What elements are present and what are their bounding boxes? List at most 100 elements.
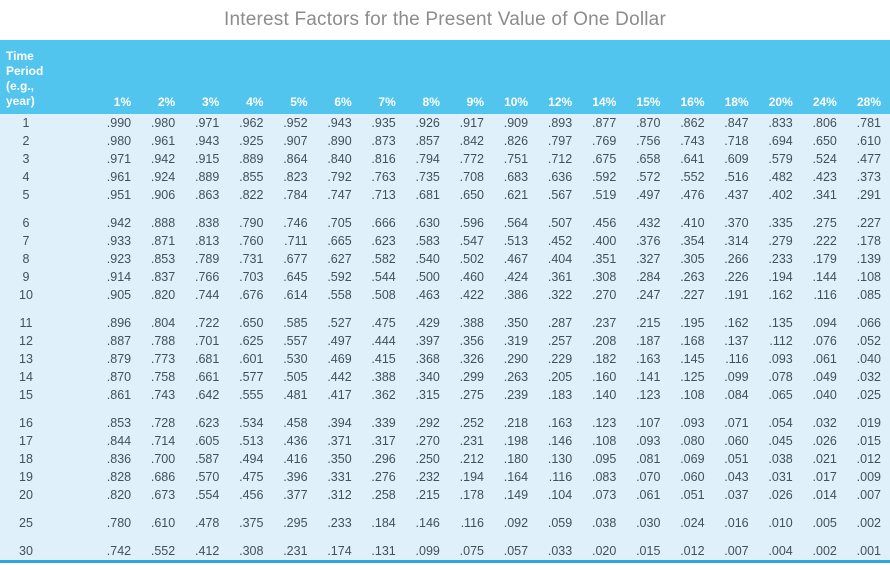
factor-cell: .700 [140, 450, 185, 468]
factor-cell: .094 [801, 314, 846, 332]
factor-cell: .227 [845, 214, 890, 232]
period-cell: 25 [0, 514, 96, 532]
factor-cell: .149 [492, 486, 538, 504]
factor-cell: .889 [228, 150, 273, 168]
factor-cell: .071 [713, 414, 758, 432]
factor-cell: .388 [448, 314, 493, 332]
factor-cell: .961 [140, 132, 185, 150]
factor-cell: .564 [492, 214, 538, 232]
factor-cell: .609 [713, 150, 758, 168]
factor-cell: .475 [360, 314, 405, 332]
factor-cell: .024 [669, 514, 714, 532]
factor-cell: .870 [96, 368, 141, 386]
factor-cell: .614 [272, 286, 317, 304]
factor-cell: .961 [96, 168, 141, 186]
factor-cell: .713 [360, 186, 405, 204]
factor-cell: .315 [404, 386, 449, 404]
factor-cell: .429 [404, 314, 449, 332]
factor-cell: .870 [625, 114, 670, 132]
factor-cell: .038 [757, 450, 802, 468]
factor-cell: .887 [96, 332, 141, 350]
factor-cell: .108 [581, 432, 626, 450]
group-spacer-row [0, 204, 890, 214]
factor-cell: .394 [316, 414, 361, 432]
period-cell: 2 [0, 132, 96, 150]
factor-cell: .423 [801, 168, 846, 186]
table-row: 17.844.714.605.513.436.371.317.270.231.1… [0, 432, 890, 450]
factor-cell: .554 [184, 486, 229, 504]
factor-cell: .926 [404, 114, 449, 132]
factor-cell: .226 [713, 268, 758, 286]
factor-cell: .820 [96, 486, 141, 504]
factor-cell: .247 [625, 286, 670, 304]
factor-cell: .030 [625, 514, 670, 532]
factor-cell: .081 [625, 450, 670, 468]
factor-cell: .583 [404, 232, 449, 250]
factor-cell: .456 [581, 214, 626, 232]
period-cell: 30 [0, 542, 96, 560]
factor-cell: .388 [360, 368, 405, 386]
column-header-rate: 8% [404, 40, 449, 114]
factor-cell: .905 [96, 286, 141, 304]
period-value: 13 [19, 352, 33, 366]
period-value: 12 [19, 334, 33, 348]
factor-cell: .296 [360, 450, 405, 468]
factor-cell: .497 [625, 186, 670, 204]
period-cell: 17 [0, 432, 96, 450]
factor-cell: .694 [757, 132, 802, 150]
factor-cell: .076 [801, 332, 846, 350]
group-spacer-cell [0, 532, 890, 542]
factor-cell: .424 [492, 268, 538, 286]
factor-cell: .896 [96, 314, 141, 332]
factor-cell: .069 [669, 450, 714, 468]
factor-cell: .012 [669, 542, 714, 560]
factor-cell: .299 [448, 368, 493, 386]
factor-cell: .889 [184, 168, 229, 186]
factor-cell: .683 [492, 168, 538, 186]
factor-cell: .373 [845, 168, 890, 186]
factor-cell: .015 [625, 542, 670, 560]
factor-cell: .758 [140, 368, 185, 386]
factor-cell: .146 [404, 514, 449, 532]
factor-cell: .458 [272, 414, 317, 432]
factor-cell: .287 [537, 314, 582, 332]
factor-cell: .370 [713, 214, 758, 232]
factor-cell: .708 [448, 168, 493, 186]
period-cell: 19 [0, 468, 96, 486]
factor-cell: .747 [316, 186, 361, 204]
factor-cell: .402 [757, 186, 802, 204]
period-cell: 14 [0, 368, 96, 386]
factor-cell: .552 [140, 542, 185, 560]
factor-cell: .797 [537, 132, 582, 150]
table-row: 1 .990.980.971.962.952.943.935.926.917.90… [0, 114, 890, 132]
factor-cell: .007 [845, 486, 890, 504]
factor-cell: .524 [801, 150, 846, 168]
factor-cell: .037 [713, 486, 758, 504]
factor-cell: .516 [713, 168, 758, 186]
period-value: 17 [19, 434, 33, 448]
factor-cell: .180 [492, 450, 538, 468]
factor-cell: .292 [404, 414, 449, 432]
factor-cell: .361 [537, 268, 582, 286]
factor-cell: .026 [801, 432, 846, 450]
table-row: 7 .933.871.813.760.711.665.623.583.547.51… [0, 232, 890, 250]
factor-cell: .410 [669, 214, 714, 232]
factor-cell: .032 [801, 414, 846, 432]
factor-cell: .422 [448, 286, 493, 304]
factor-cell: .788 [140, 332, 185, 350]
factor-cell: .084 [713, 386, 758, 404]
table-row: 18.836.700.587.494.416.350.296.250.212.1… [0, 450, 890, 468]
factor-cell: .279 [757, 232, 802, 250]
factor-cell: .215 [625, 314, 670, 332]
factor-cell: .396 [272, 468, 317, 486]
factor-cell: .305 [669, 250, 714, 268]
factor-cell: .231 [272, 542, 317, 560]
factor-cell: .002 [801, 542, 846, 560]
factor-cell: .587 [184, 450, 229, 468]
factor-cell: .078 [757, 368, 802, 386]
factor-cell: .191 [713, 286, 758, 304]
factor-cell: .864 [272, 150, 317, 168]
factor-cell: .178 [448, 486, 493, 504]
factor-cell: .007 [713, 542, 758, 560]
factor-cell: .212 [448, 450, 493, 468]
